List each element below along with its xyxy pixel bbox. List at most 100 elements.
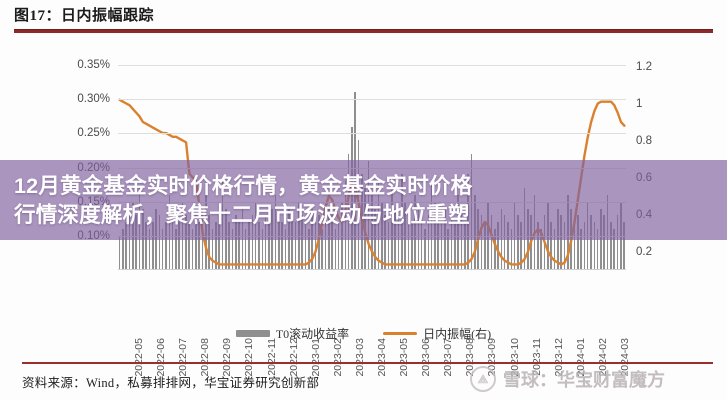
bar [580,229,582,270]
bar [480,215,483,270]
bar [281,222,284,270]
bar [324,222,327,270]
bar [493,229,496,270]
bar [135,215,137,270]
bar [188,222,191,270]
x-axis-line [118,269,626,270]
bar [158,215,161,270]
bar [122,229,124,270]
watermark: ⟁ 雪球：华宝财富魔方 [470,366,665,392]
bar [175,229,177,270]
page-title: 图17：日内振幅跟踪 [14,8,155,24]
bar [251,215,254,270]
bar [294,222,297,270]
bar [148,229,151,270]
bar [278,215,280,270]
bar [314,222,317,270]
y-axis-right-tick: 0.2 [636,245,652,258]
bar [447,229,450,270]
y-axis-right-tick: 1 [636,97,643,110]
bar [576,215,579,270]
bar [550,222,552,270]
bar [427,215,430,270]
overlay-band [0,160,727,240]
bar [563,222,566,270]
bar [128,215,131,270]
bar [424,229,426,270]
bar [510,229,513,270]
bar [623,222,625,270]
y-axis-left-tick: 0.25% [77,127,110,140]
bar [483,222,486,270]
bar [616,215,619,270]
bar [410,222,413,270]
bar [268,222,270,270]
bar [261,229,264,270]
bar [125,222,127,270]
bar [596,229,599,270]
bar [437,215,440,270]
bar [420,222,423,270]
y-axis-left-tick: 0.30% [77,93,110,106]
bar [387,222,390,270]
legend-label-line: 日内振幅(右) [423,326,492,341]
bar [171,215,174,270]
bar [284,229,287,270]
bar [234,215,237,270]
bar [590,215,592,270]
bar [540,229,542,270]
bar [334,229,337,270]
title-divider [14,29,713,33]
bar [244,229,247,270]
y-axis-right-tick: 1.2 [636,60,652,73]
watermark-text: 雪球：华宝财富魔方 [503,370,665,390]
bar [264,215,267,270]
bar [497,222,499,270]
bar [301,215,303,270]
bar [291,215,293,270]
overlay-line-2: 行情深度解析，聚焦十二月市场波动与地位重塑 [14,203,470,227]
bar [248,222,250,270]
bar [161,229,164,270]
bar [507,222,509,270]
legend-swatch-bar-icon [235,329,270,337]
bar [537,222,539,270]
bar [503,215,506,270]
bar [560,215,562,270]
bar [573,222,576,270]
bar [211,229,214,270]
bar [185,215,187,270]
bar [145,222,147,270]
bar [603,215,606,270]
bar [450,215,453,270]
bar [520,222,523,270]
bar [238,222,240,270]
bar [464,222,466,270]
bar [331,215,333,270]
bar [258,222,260,270]
bar [610,222,612,270]
legend-item-line: 日内振幅(右) [383,325,491,342]
chart-legend: T0滚动收益率 日内振幅(右) [0,322,727,344]
bar [191,229,194,270]
legend-label-bar: T0滚动收益率 [275,326,350,341]
bar [228,222,230,270]
bar [304,222,307,270]
overlay-line-1: 12月黄金基金实时价格行情，黄金基金实时价格 [14,174,473,198]
bar [321,229,323,270]
bar [215,222,217,270]
snowball-logo-icon: ⟁ [470,366,496,392]
bar [407,215,410,270]
bar [490,215,493,270]
bar [593,222,596,270]
gridline [118,65,626,67]
bar [454,222,456,270]
bar [397,215,400,270]
bar [165,222,167,270]
bar [517,215,519,270]
bar [553,229,556,270]
legend-item-bar: T0滚动收益率 [235,325,350,342]
bar [613,229,616,270]
source-note: 资料来源：Wind，私募排排网，华宝证券研究创新部 [22,376,320,390]
